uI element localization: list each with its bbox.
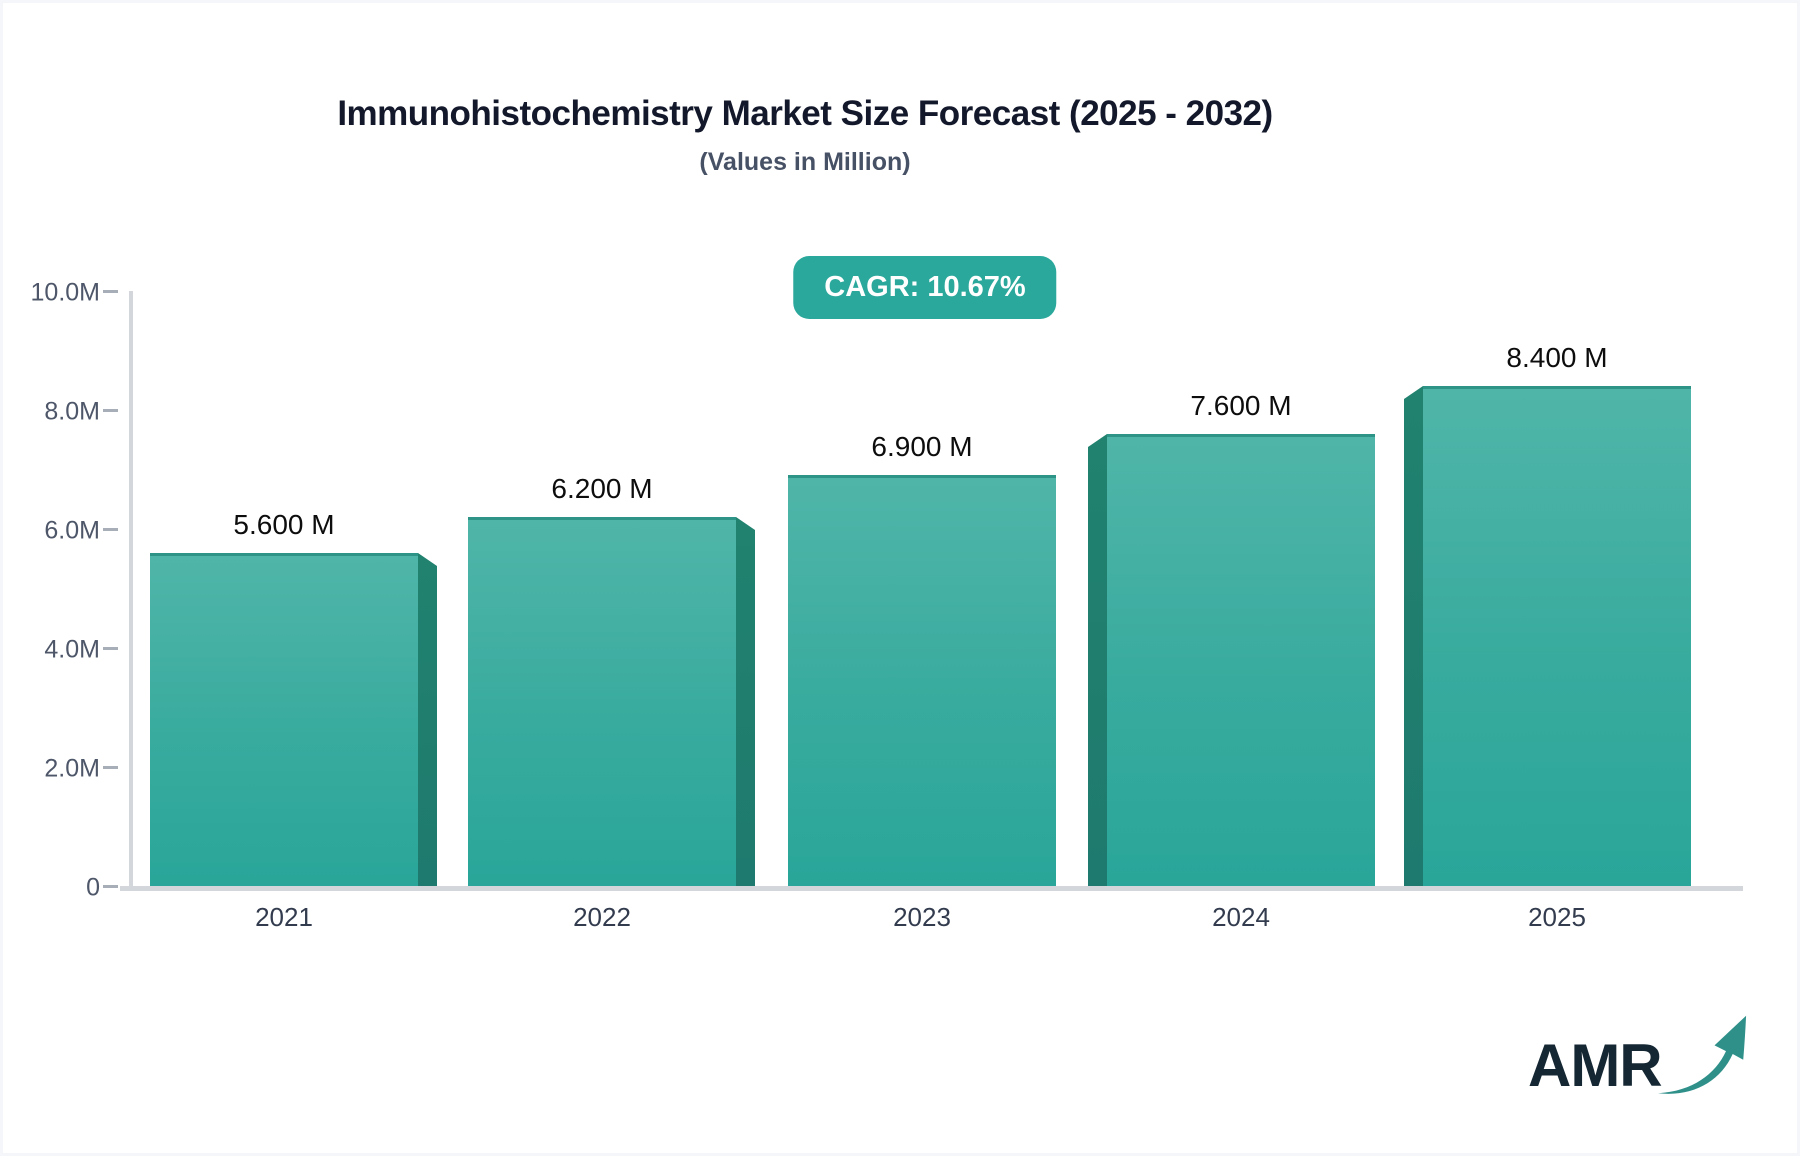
amr-logo-text: AMR: [1528, 1031, 1663, 1099]
y-axis-tick-mark: [103, 290, 118, 293]
bar-value-label: 5.600 M: [233, 509, 335, 540]
bar-value-label: 7.600 M: [1190, 390, 1292, 421]
y-axis-tick-mark: [103, 647, 118, 650]
bar-side-face: [1404, 386, 1423, 886]
growth-arrow-icon: [1656, 1011, 1752, 1104]
bar-value-label: 8.400 M: [1506, 342, 1608, 373]
y-axis-tick-label: 4.0M: [44, 635, 100, 664]
y-axis-tick-mark: [103, 409, 118, 412]
bar-value-label: 6.900 M: [871, 431, 973, 462]
bar-2022[interactable]: [468, 517, 736, 886]
bar-2023[interactable]: [788, 475, 1056, 886]
x-axis-label-2021: 2021: [255, 902, 313, 932]
y-axis-tick-label: 2.0M: [44, 754, 100, 783]
bar-2025[interactable]: [1423, 386, 1691, 886]
x-axis-line: [120, 886, 1743, 891]
amr-logo: AMR: [1528, 1015, 1752, 1108]
chart-title: Immunohistochemistry Market Size Forecas…: [337, 94, 1273, 133]
bar-2024[interactable]: [1107, 434, 1375, 886]
y-axis-tick-mark: [103, 885, 118, 888]
y-axis-tick-mark: [103, 528, 118, 531]
x-axis-label-2023: 2023: [893, 902, 951, 932]
x-axis-label-2022: 2022: [573, 902, 631, 932]
x-axis-label-2024: 2024: [1212, 902, 1270, 932]
y-axis-tick-label: 0: [86, 873, 100, 902]
bar-side-face: [736, 517, 755, 886]
y-axis-tick-label: 6.0M: [44, 516, 100, 545]
y-axis-tick-mark: [103, 766, 118, 769]
bar-side-face: [418, 553, 437, 886]
x-axis-label-2025: 2025: [1528, 902, 1586, 932]
bar-side-face: [1088, 434, 1107, 886]
y-axis-tick-label: 10.0M: [30, 278, 100, 307]
bar-2021[interactable]: [150, 553, 418, 886]
y-axis-tick-label: 8.0M: [44, 397, 100, 426]
chart-subtitle: (Values in Million): [699, 148, 911, 176]
bar-value-label: 6.200 M: [551, 473, 653, 504]
y-axis-line: [129, 291, 133, 890]
cagr-badge: CAGR: 10.67%: [793, 256, 1057, 319]
